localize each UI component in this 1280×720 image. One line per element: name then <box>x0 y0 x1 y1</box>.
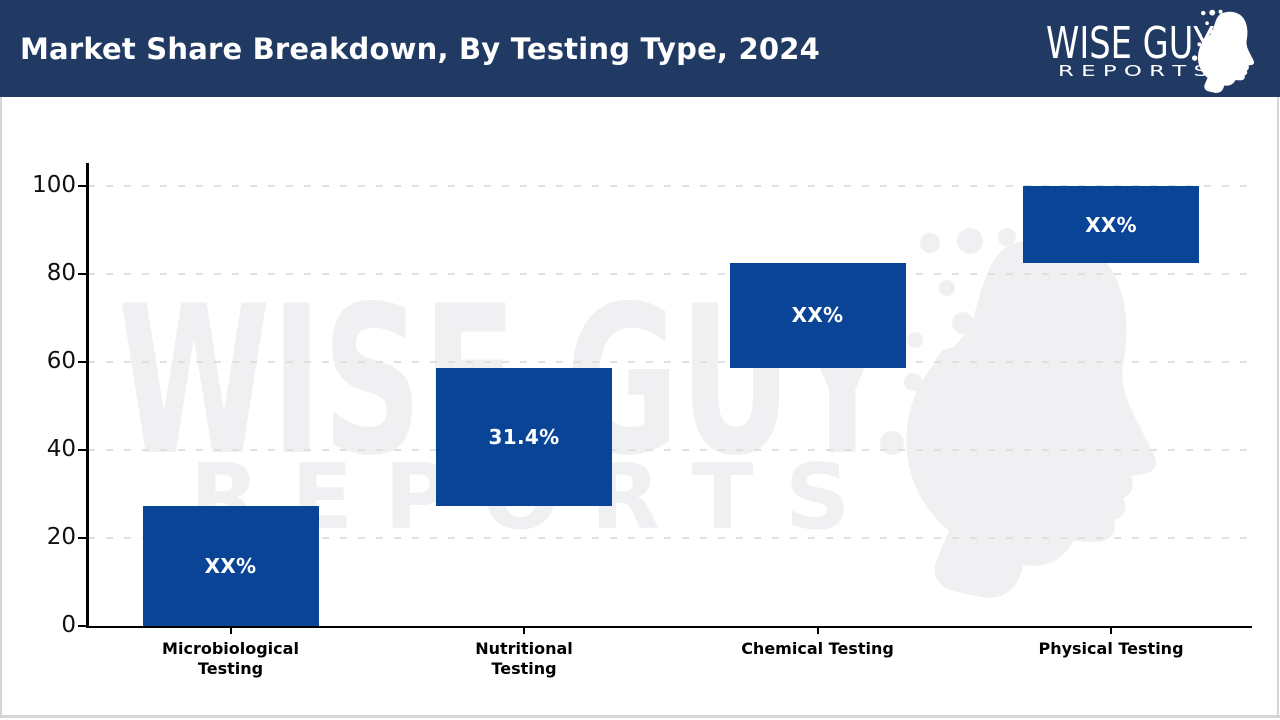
x-tick-mark <box>523 627 525 634</box>
bar-value-label: XX% <box>1085 212 1137 237</box>
logo-head-icon <box>1192 9 1255 93</box>
y-tick-mark <box>78 361 87 363</box>
x-category-label: Nutritional Testing <box>475 639 573 678</box>
x-category-label: Chemical Testing <box>741 639 894 658</box>
y-tick-label: 60 <box>46 348 76 374</box>
bar-value-label: XX% <box>791 303 844 328</box>
gridline-20 <box>88 537 1252 539</box>
y-tick-label: 0 <box>61 612 76 638</box>
y-tick-label: 80 <box>46 260 76 286</box>
y-tick-label: 40 <box>46 436 76 462</box>
x-axis-line <box>86 625 1252 628</box>
left-border-line <box>0 97 2 718</box>
y-tick-mark <box>78 537 87 539</box>
watermark-head-icon <box>880 228 1156 598</box>
bar-microbiological-testing: XX% <box>142 505 319 626</box>
y-tick-label: 100 <box>32 172 76 198</box>
bottom-border-line <box>0 715 1280 718</box>
bar-nutritional-testing: 31.4% <box>436 367 612 506</box>
y-axis-line <box>86 163 89 628</box>
y-tick-label: 20 <box>46 524 76 550</box>
x-category-label: Physical Testing <box>1038 639 1184 658</box>
x-tick-mark <box>816 627 819 634</box>
gridline-80 <box>88 273 1252 275</box>
bar-physical-testing: XX% <box>1023 186 1199 263</box>
logo-tagline: R E P O R T S <box>1058 62 1208 80</box>
y-tick-mark <box>78 185 87 187</box>
gridline-60 <box>88 361 1252 363</box>
y-tick-mark <box>78 449 87 451</box>
x-tick-mark <box>1110 627 1112 634</box>
header-bar: Market Share Breakdown, By Testing Type,… <box>0 0 1280 97</box>
logo-wordmark: WISE GUY <box>1046 18 1214 69</box>
y-tick-mark <box>78 625 87 627</box>
right-border-line <box>1277 97 1279 718</box>
bar-chemical-testing: XX% <box>729 263 906 368</box>
x-category-label: Microbiological Testing <box>162 639 299 678</box>
chart-title: Market Share Breakdown, By Testing Type,… <box>20 31 820 66</box>
bar-value-label: XX% <box>204 553 257 578</box>
gridline-100 <box>88 185 1252 187</box>
y-tick-mark <box>78 273 87 275</box>
x-tick-mark <box>229 627 232 634</box>
gridline-40 <box>88 449 1252 451</box>
bar-value-label: 31.4% <box>488 424 560 449</box>
